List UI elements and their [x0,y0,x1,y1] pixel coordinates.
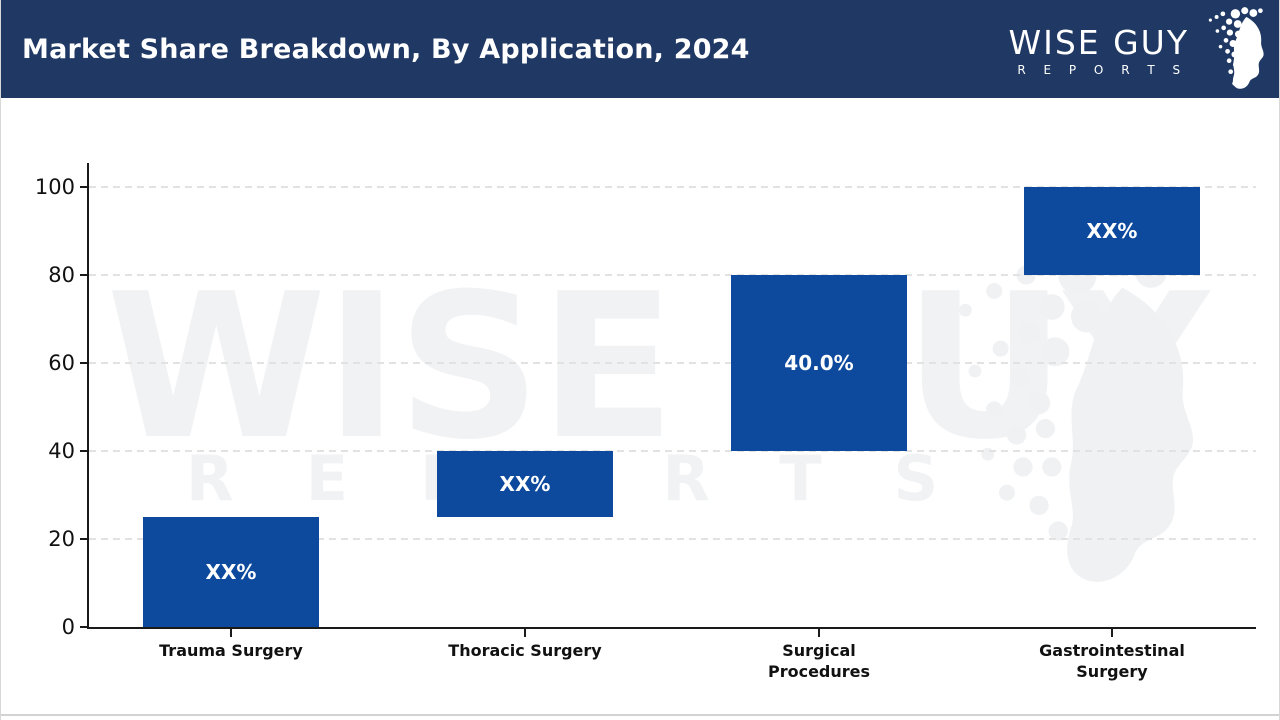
footer-divider [1,714,1279,716]
y-tick-100 [80,186,88,188]
y-tick-0 [80,626,88,628]
y-tick-40 [80,450,88,452]
x-tick-trauma-surgery [230,629,232,637]
y-tick-label-20: 20 [48,527,75,551]
logo-text: WISE GUY R E P O R T S [1008,26,1189,76]
logo-subtitle: R E P O R T S [1017,63,1188,77]
watermark-face-icon [959,247,1194,582]
bar-trauma-surgery: XX% [143,517,319,627]
category-label-thoracic-surgery: Thoracic Surgery [385,640,665,661]
header-bar: Market Share Breakdown, By Application, … [1,0,1279,98]
category-label-line: Thoracic Surgery [448,641,602,660]
wise-guy-reports-logo: WISE GUY R E P O R T S [1008,6,1267,92]
y-tick-label-80: 80 [48,263,75,287]
x-tick-surgical-procedures [818,629,820,637]
y-tick-label-40: 40 [48,439,75,463]
y-tick-20 [80,538,88,540]
y-tick-60 [80,362,88,364]
category-label-line: Procedures [767,662,871,681]
category-label-trauma-surgery: Trauma Surgery [91,640,371,661]
y-tick-80 [80,274,88,276]
y-tick-label-0: 0 [61,615,75,639]
category-label-line: Surgical [782,641,856,660]
gridline-100 [89,186,1256,188]
category-label-line: Surgery [1076,662,1148,681]
x-tick-gastrointestinal-surgery [1111,629,1113,637]
y-axis-line [87,163,89,629]
bar-gastrointestinal-surgery: XX% [1024,187,1200,275]
gridline-20 [89,538,1256,540]
bar-value-label: 40.0% [784,351,854,375]
category-label-gastrointestinal-surgery: Gastrointestinal Surgery [972,640,1252,682]
bar-value-label: XX% [499,472,551,496]
y-tick-label-60: 60 [48,351,75,375]
bar-surgical-procedures: 40.0% [731,275,907,451]
gridline-60 [89,362,1256,364]
category-label-surgical-procedures: Surgical Procedures [679,640,959,682]
logo-wordmark: WISE GUY [1008,23,1189,62]
x-tick-thoracic-surgery [524,629,526,637]
category-label-line: Gastrointestinal [1039,641,1185,660]
category-label-line: Trauma Surgery [159,641,303,660]
bar-value-label: XX% [1086,219,1138,243]
y-tick-label-100: 100 [34,175,75,199]
gridline-40 [89,450,1256,452]
bar-thoracic-surgery: XX% [437,451,613,517]
page-title: Market Share Breakdown, By Application, … [22,33,750,65]
logo-face-icon [1208,7,1264,89]
x-axis-line [87,627,1256,629]
gridline-80 [89,274,1256,276]
bar-value-label: XX% [205,560,257,584]
